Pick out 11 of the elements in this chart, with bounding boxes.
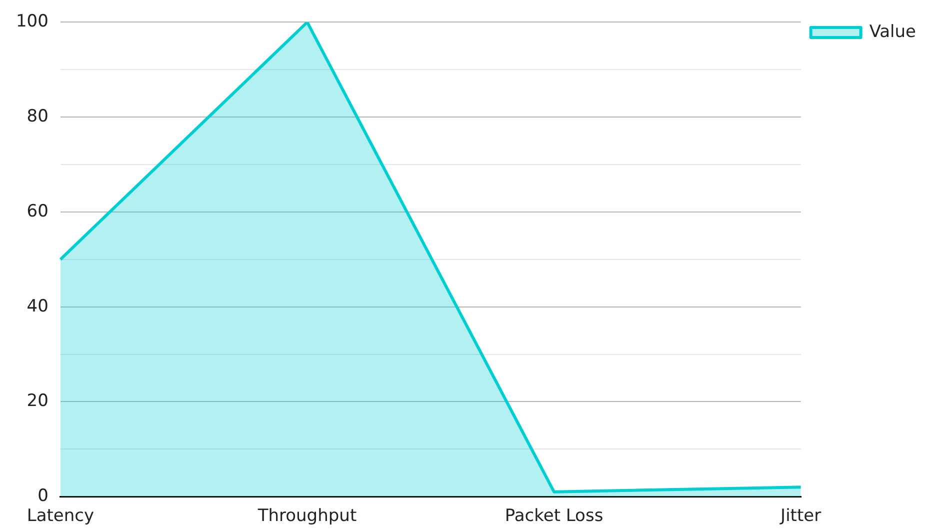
legend-label: Value: [869, 22, 916, 42]
y-tick-label: 80: [26, 106, 48, 126]
y-tick-label: 100: [16, 12, 48, 32]
x-tick-label: Packet Loss: [504, 506, 604, 526]
x-tick-label: Jitter: [780, 506, 822, 526]
x-tick-label: Throughput: [256, 506, 357, 526]
y-tick-label: 20: [26, 391, 48, 412]
y-tick-label: 40: [26, 296, 48, 316]
y-tick-label: 60: [26, 201, 48, 222]
x-tick-label: Latency: [26, 506, 94, 526]
y-tick-label: 0: [38, 486, 48, 506]
